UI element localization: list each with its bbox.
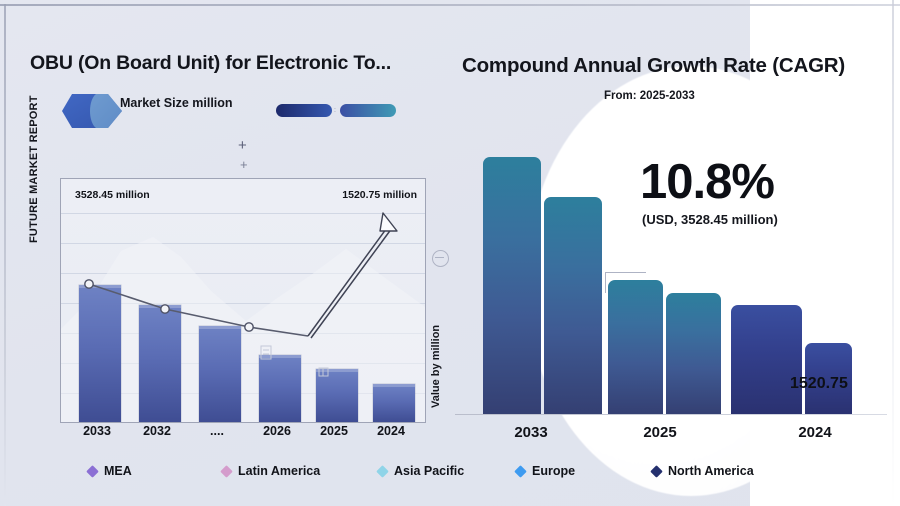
x-label: 2024 xyxy=(377,424,405,438)
gridline xyxy=(61,213,425,214)
right-panel-subtitle: From: 2025-2033 xyxy=(604,90,695,102)
x-label: 2026 xyxy=(263,424,291,438)
right-panel-title: Compound Annual Growth Rate (CAGR) xyxy=(462,54,846,77)
rbar-2025-b xyxy=(666,293,721,415)
x-label: .... xyxy=(210,424,224,438)
minus-circle-icon xyxy=(432,250,449,267)
plus-marker-b: + xyxy=(240,157,248,172)
chart-legend: MEA Latin America Asia Pacific Europe No… xyxy=(60,464,850,490)
legend-swatch-icon xyxy=(220,464,233,478)
legend-label: Europe xyxy=(532,464,576,478)
bar-2033 xyxy=(79,285,121,422)
left-panel-title: OBU (On Board Unit) for Electronic To... xyxy=(30,52,392,74)
trend-line-overlay xyxy=(84,212,398,339)
gridline xyxy=(61,243,425,244)
gridline xyxy=(61,393,425,394)
legend-label: MEA xyxy=(104,464,132,478)
brand-label: Market Size million xyxy=(120,96,233,110)
right-chart-bars xyxy=(455,140,885,415)
right-chart-x-axis: 2033 2025 2024 xyxy=(455,424,887,448)
gridline xyxy=(61,273,425,274)
tag-glyph-icon xyxy=(318,367,329,377)
doc-glyph-icon xyxy=(260,345,272,360)
legend-label: Latin America xyxy=(238,464,321,478)
left-chart-y-axis-label: FUTURE MARKET REPORT xyxy=(28,95,40,243)
legend-item-latin-america[interactable]: Latin America xyxy=(220,464,321,478)
right-chart-baseline xyxy=(455,414,887,416)
bar-ellipsis xyxy=(199,326,241,422)
legend-pill-secondary xyxy=(340,104,396,117)
legend-swatch-icon xyxy=(514,464,527,478)
legend-swatch-icon xyxy=(650,464,663,478)
legend-item-asia-pacific[interactable]: Asia Pacific xyxy=(376,464,465,478)
rbar-2025-a xyxy=(608,280,663,415)
left-border-line xyxy=(4,4,6,506)
legend-item-mea[interactable]: MEA xyxy=(86,464,132,478)
cagr-value: 10.8% xyxy=(640,155,775,209)
right-border-line xyxy=(892,0,894,506)
bar-2026 xyxy=(259,355,301,422)
left-chart-value-end: 1520.75 million xyxy=(342,189,417,201)
rbar-2024-b xyxy=(805,343,852,415)
bar-2032 xyxy=(139,305,181,422)
left-chart-x-axis: 2033 2032 .... 2026 2025 2024 xyxy=(60,424,424,446)
top-border-line xyxy=(0,4,900,6)
legend-label: North America xyxy=(668,464,754,478)
gridline xyxy=(61,363,425,364)
rbar-2033-b xyxy=(544,197,602,415)
plus-marker-a: + xyxy=(238,137,247,154)
rbar-2024-a xyxy=(731,305,802,415)
legend-swatch-icon xyxy=(376,464,389,478)
x-label: 2033 xyxy=(514,424,548,441)
legend-pill-primary xyxy=(276,104,332,117)
x-label: 2024 xyxy=(798,424,832,441)
gridline xyxy=(61,303,425,304)
brand-hexagon-icon xyxy=(62,94,122,128)
legend-pill-separator: : xyxy=(334,107,336,114)
bar-2025 xyxy=(316,369,358,422)
right-chart-y-axis-label: Value by million xyxy=(430,324,442,408)
x-label: 2025 xyxy=(643,424,677,441)
legend-item-europe[interactable]: Europe xyxy=(514,464,576,478)
legend-item-north-america[interactable]: North America xyxy=(650,464,754,478)
x-label: 2033 xyxy=(83,424,111,438)
legend-label: Asia Pacific xyxy=(394,464,465,478)
left-chart-bars xyxy=(61,179,425,422)
cagr-note: (USD, 3528.45 million) xyxy=(642,212,778,227)
rbar-2033-a xyxy=(483,157,541,415)
x-label: 2032 xyxy=(143,424,171,438)
left-chart-plot-area: 3528.45 million 1520.75 million xyxy=(60,178,426,423)
gridline xyxy=(61,333,425,334)
x-label: 2025 xyxy=(320,424,348,438)
background-right-white xyxy=(750,0,900,506)
left-chart-value-start: 3528.45 million xyxy=(75,189,150,201)
legend-swatch-icon xyxy=(86,464,99,478)
bar-2024 xyxy=(373,384,415,422)
right-chart-data-label: 1520.75 xyxy=(790,375,848,392)
bracket-decoration xyxy=(605,272,646,293)
